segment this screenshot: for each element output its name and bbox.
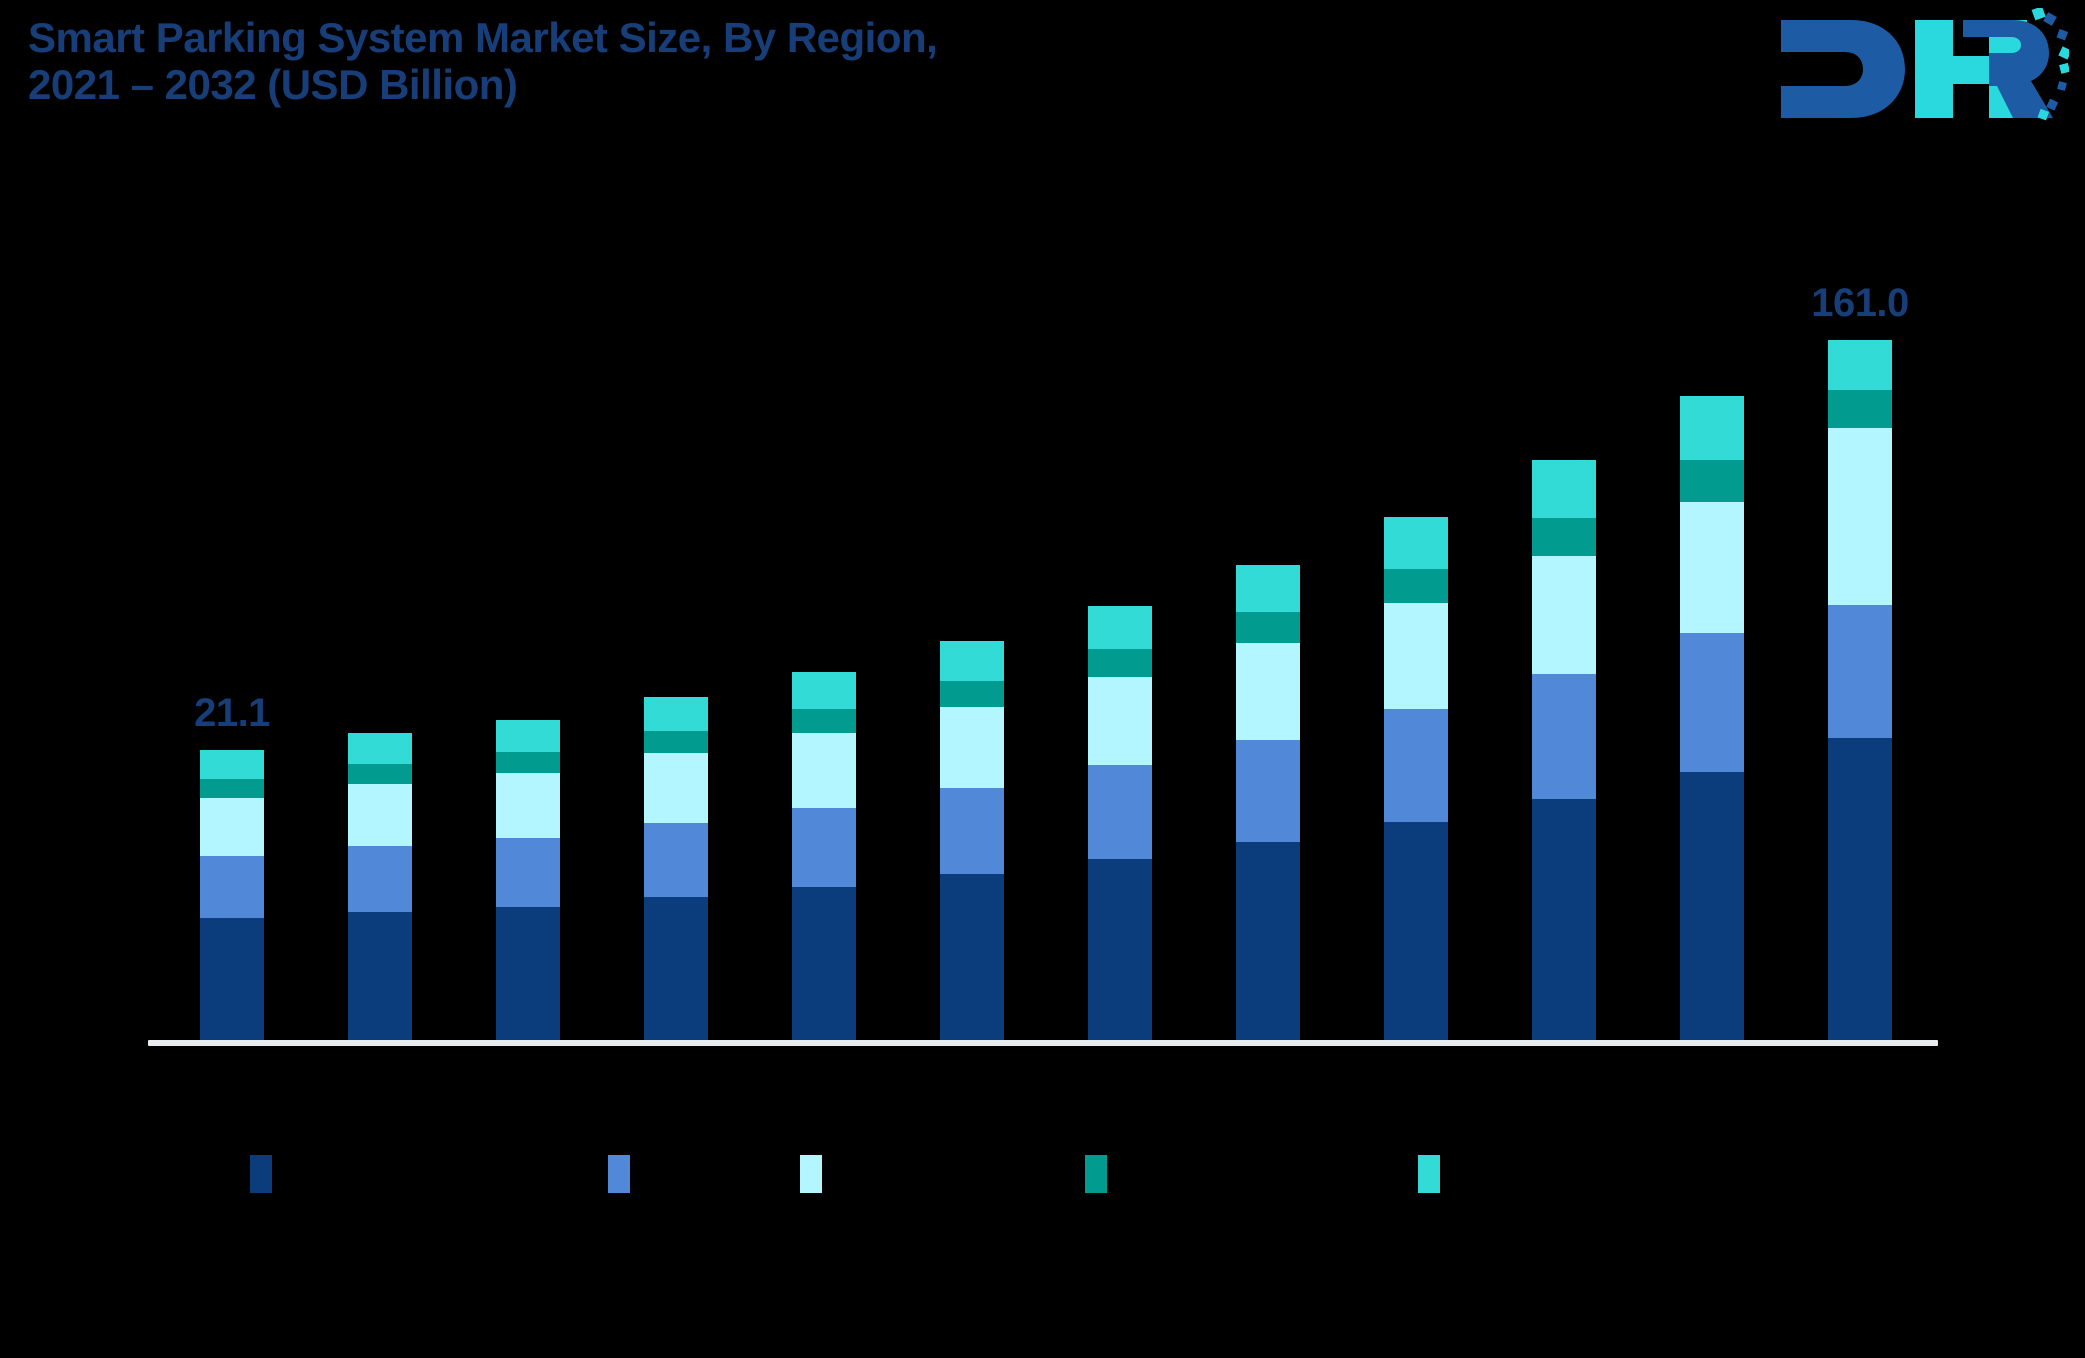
chart-legend: North America Europe Asia Pacific Latin Ame… bbox=[0, 1155, 2085, 1215]
segment-europe bbox=[1680, 633, 1744, 772]
legend-item-europe[interactable]: Europe bbox=[608, 1155, 716, 1193]
segment-north-america bbox=[940, 874, 1004, 1040]
segment-mea bbox=[1384, 517, 1448, 569]
bar-2031[interactable] bbox=[1680, 396, 1744, 1040]
segment-latin-america bbox=[200, 779, 264, 798]
segment-europe bbox=[496, 838, 560, 907]
segment-latin-america bbox=[1680, 460, 1744, 502]
legend-label: Europe bbox=[642, 1160, 717, 1187]
segment-mea bbox=[1680, 396, 1744, 460]
segment-mea bbox=[644, 697, 708, 731]
dhr-logo bbox=[1777, 6, 2072, 130]
segment-asia-pacific bbox=[644, 753, 708, 823]
segment-mea bbox=[792, 672, 856, 709]
segment-europe bbox=[1532, 674, 1596, 799]
legend-swatch-icon bbox=[608, 1155, 630, 1193]
segment-north-america bbox=[792, 887, 856, 1040]
segment-north-america bbox=[496, 907, 560, 1040]
segment-europe bbox=[1384, 709, 1448, 822]
segment-latin-america bbox=[792, 709, 856, 733]
segment-north-america bbox=[1384, 822, 1448, 1040]
segment-north-america bbox=[348, 912, 412, 1040]
chart-title-line-2: 2021 – 2032 (USD Billion) bbox=[28, 61, 518, 109]
segment-asia-pacific bbox=[792, 733, 856, 808]
segment-latin-america bbox=[1236, 612, 1300, 643]
segment-north-america bbox=[1680, 772, 1744, 1040]
segment-north-america bbox=[1532, 799, 1596, 1040]
segment-mea bbox=[348, 733, 412, 764]
legend-swatch-icon bbox=[1085, 1155, 1107, 1193]
chart-title: Smart Parking System Market Size, By Reg… bbox=[28, 14, 1328, 108]
segment-asia-pacific bbox=[1532, 556, 1596, 674]
legend-item-mea[interactable]: MEA bbox=[1418, 1155, 1502, 1193]
bar-2030[interactable] bbox=[1532, 460, 1596, 1040]
legend-label: North America bbox=[284, 1160, 430, 1187]
legend-swatch-icon bbox=[1418, 1155, 1440, 1193]
bar-2029[interactable] bbox=[1384, 517, 1448, 1040]
segment-asia-pacific bbox=[496, 773, 560, 838]
segment-mea bbox=[1236, 565, 1300, 612]
segment-asia-pacific bbox=[200, 798, 264, 856]
segment-europe bbox=[644, 823, 708, 897]
legend-label: MEA bbox=[1452, 1160, 1502, 1187]
dhr-logo-icon bbox=[1781, 6, 2072, 121]
chart-title-line-1: Smart Parking System Market Size, By Reg… bbox=[28, 14, 938, 61]
legend-swatch-icon bbox=[800, 1155, 822, 1193]
legend-label: Asia Pacific bbox=[834, 1160, 953, 1187]
segment-latin-america bbox=[1384, 569, 1448, 603]
segment-europe bbox=[1236, 740, 1300, 842]
segment-asia-pacific bbox=[1088, 677, 1152, 765]
segment-latin-america bbox=[644, 731, 708, 753]
bar-2021[interactable]: 21.1 bbox=[194, 691, 270, 1040]
segment-asia-pacific bbox=[348, 784, 412, 846]
segment-europe bbox=[792, 808, 856, 887]
segment-north-america bbox=[1828, 738, 1892, 1040]
bar-value-label: 21.1 bbox=[194, 691, 270, 735]
segment-latin-america bbox=[1532, 518, 1596, 556]
legend-item-north-america[interactable]: North America bbox=[250, 1155, 430, 1193]
segment-europe bbox=[940, 788, 1004, 874]
segment-latin-america bbox=[940, 681, 1004, 707]
segment-latin-america bbox=[1828, 390, 1892, 428]
segment-latin-america bbox=[1088, 649, 1152, 677]
segment-mea bbox=[200, 750, 264, 779]
segment-north-america bbox=[644, 897, 708, 1040]
segment-europe bbox=[1088, 765, 1152, 859]
segment-mea bbox=[940, 641, 1004, 681]
legend-item-asia-pacific[interactable]: Asia Pacific bbox=[800, 1155, 953, 1193]
bar-2025[interactable] bbox=[792, 672, 856, 1040]
bar-2024[interactable] bbox=[644, 697, 708, 1040]
bar-2032[interactable]: 161.0 bbox=[1811, 281, 1909, 1040]
segment-north-america bbox=[1088, 859, 1152, 1040]
segment-north-america bbox=[1236, 842, 1300, 1040]
segment-mea bbox=[1828, 340, 1892, 390]
bar-2028[interactable] bbox=[1236, 565, 1300, 1040]
segment-asia-pacific bbox=[1680, 502, 1744, 633]
segment-asia-pacific bbox=[1384, 603, 1448, 709]
bar-value-label: 161.0 bbox=[1811, 281, 1909, 325]
bar-2022[interactable] bbox=[348, 733, 412, 1040]
x-axis-line bbox=[148, 1040, 1938, 1046]
legend-swatch-icon bbox=[250, 1155, 272, 1193]
bar-2027[interactable] bbox=[1088, 606, 1152, 1040]
segment-north-america bbox=[200, 918, 264, 1040]
legend-label: Latin America bbox=[1119, 1160, 1259, 1187]
bar-2026[interactable] bbox=[940, 641, 1004, 1040]
segment-latin-america bbox=[496, 752, 560, 773]
segment-mea bbox=[1088, 606, 1152, 649]
segment-europe bbox=[200, 856, 264, 918]
segment-europe bbox=[1828, 605, 1892, 738]
segment-asia-pacific bbox=[1236, 643, 1300, 740]
segment-asia-pacific bbox=[1828, 428, 1892, 605]
segment-latin-america bbox=[348, 764, 412, 784]
segment-mea bbox=[496, 720, 560, 752]
bar-2023[interactable] bbox=[496, 720, 560, 1040]
segment-asia-pacific bbox=[940, 707, 1004, 788]
segment-europe bbox=[348, 846, 412, 912]
legend-item-latin-america[interactable]: Latin America bbox=[1085, 1155, 1258, 1193]
segment-mea bbox=[1532, 460, 1596, 518]
